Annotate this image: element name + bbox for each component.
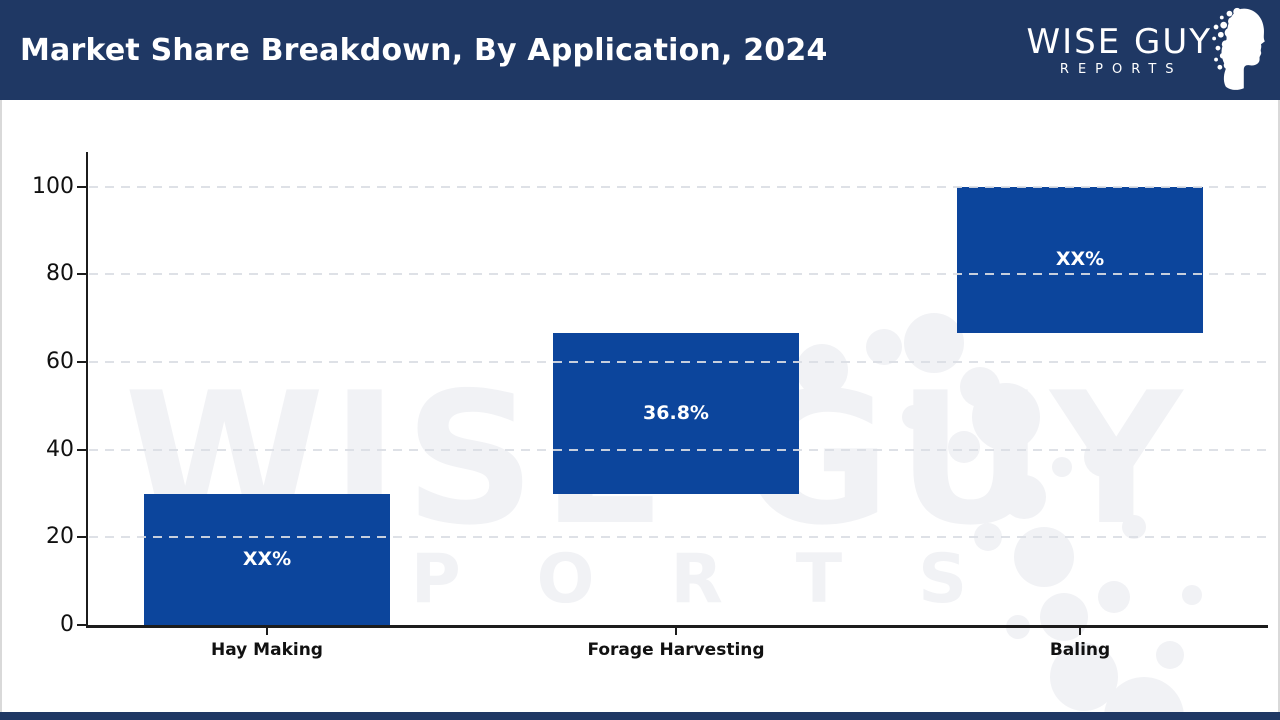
x-category-label: Forage Harvesting [587, 640, 765, 660]
watermark-face-dots [796, 313, 1202, 720]
y-tick-mark [77, 185, 86, 188]
brand-logo: WISE GUY REPORTS [1026, 0, 1278, 100]
header-bar: Market Share Breakdown, By Application, … [0, 0, 1280, 100]
y-tick-label: 80 [46, 261, 74, 287]
brand-logo-text: WISE GUY REPORTS [1026, 24, 1212, 77]
y-tick-mark [77, 448, 86, 451]
footer-bar [0, 712, 1280, 720]
gridline-60 [89, 360, 1267, 363]
x-axis-spine [86, 625, 1268, 628]
gridline-20 [89, 536, 1267, 539]
x-category-label: Hay Making [211, 640, 323, 660]
bar-baling [957, 186, 1203, 333]
y-tick-label: 0 [60, 612, 74, 637]
gridline-40 [89, 448, 1267, 451]
bar-hay-making [144, 494, 390, 625]
y-tick-mark [77, 360, 86, 363]
brand-name: WISE GUY [1026, 21, 1212, 62]
y-tick-label: 60 [46, 348, 74, 374]
y-tick-label: 100 [32, 173, 74, 199]
y-tick-mark [77, 273, 86, 276]
y-tick-label: 20 [46, 524, 74, 550]
gridline-100 [89, 185, 1267, 188]
y-tick-mark [77, 624, 86, 626]
face-profile-icon [1212, 7, 1265, 90]
x-tick-mark [266, 628, 268, 635]
bar-value-label: XX% [242, 547, 292, 570]
x-tick-mark [675, 628, 677, 635]
y-tick-label: 40 [46, 436, 74, 462]
x-category-label: Baling [1049, 640, 1111, 660]
bar-value-label: 36.8% [643, 401, 709, 424]
bar-forage-harvesting [553, 332, 799, 495]
x-tick-mark [1079, 628, 1081, 635]
y-axis-spine [86, 152, 88, 627]
bar-value-label: XX% [1055, 247, 1105, 270]
page-title: Market Share Breakdown, By Application, … [20, 32, 828, 68]
y-tick-mark [77, 536, 86, 539]
gridline-80 [89, 273, 1267, 276]
brand-subname: REPORTS [1059, 61, 1183, 77]
